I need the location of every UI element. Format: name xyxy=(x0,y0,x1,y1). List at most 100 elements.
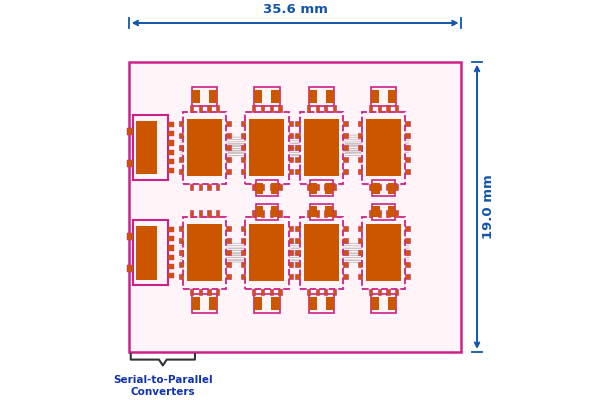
Bar xyxy=(310,206,317,217)
Bar xyxy=(369,288,372,295)
Bar xyxy=(129,62,461,352)
Bar xyxy=(190,105,193,112)
Bar xyxy=(333,210,336,216)
Bar xyxy=(241,157,245,162)
Bar xyxy=(199,184,202,190)
Bar xyxy=(136,226,157,280)
Bar xyxy=(241,169,245,174)
Bar xyxy=(371,297,379,310)
Bar xyxy=(261,184,264,190)
Bar xyxy=(406,133,410,138)
Bar xyxy=(270,184,273,190)
Bar xyxy=(241,274,245,279)
Bar xyxy=(208,288,211,295)
Bar xyxy=(226,250,231,255)
Bar xyxy=(299,112,343,184)
Bar xyxy=(378,288,381,295)
Bar xyxy=(261,288,264,295)
Bar xyxy=(307,288,310,295)
Bar xyxy=(369,105,372,112)
Bar xyxy=(241,145,245,150)
Bar xyxy=(183,216,226,288)
Bar xyxy=(254,90,262,103)
Bar xyxy=(366,119,401,176)
Bar xyxy=(226,262,231,267)
Bar xyxy=(179,145,183,150)
Bar xyxy=(358,157,362,162)
Bar xyxy=(343,226,347,231)
Text: Serial-to-Parallel
Converters: Serial-to-Parallel Converters xyxy=(113,375,212,397)
Bar xyxy=(216,210,219,216)
Bar xyxy=(343,169,347,174)
Bar xyxy=(307,210,310,216)
Bar xyxy=(378,184,381,190)
Bar xyxy=(271,297,280,310)
Bar xyxy=(299,216,343,288)
Bar xyxy=(309,297,317,310)
Bar xyxy=(289,274,293,279)
Bar xyxy=(226,133,231,138)
Bar xyxy=(168,140,174,146)
Bar xyxy=(254,294,280,313)
Bar xyxy=(406,145,410,150)
Bar xyxy=(278,288,281,295)
Bar xyxy=(127,233,133,240)
Bar xyxy=(386,105,389,112)
Bar xyxy=(289,121,293,126)
Bar xyxy=(256,206,263,217)
Bar xyxy=(343,133,347,138)
Bar xyxy=(289,226,293,231)
Bar xyxy=(253,184,256,190)
Bar xyxy=(208,184,211,190)
Bar xyxy=(127,128,133,135)
Bar xyxy=(208,210,211,216)
Bar xyxy=(250,119,284,176)
Bar xyxy=(289,133,293,138)
Bar xyxy=(371,294,397,313)
Bar xyxy=(369,184,372,190)
Bar xyxy=(289,250,293,255)
Bar xyxy=(395,105,398,112)
Bar xyxy=(245,216,289,288)
Bar xyxy=(187,224,222,281)
Bar xyxy=(295,169,299,174)
Bar xyxy=(310,183,317,194)
Bar xyxy=(271,206,278,217)
Bar xyxy=(316,105,319,112)
Bar xyxy=(136,120,157,174)
Bar xyxy=(309,294,334,313)
Bar xyxy=(253,210,256,216)
Bar xyxy=(333,105,336,112)
Bar xyxy=(179,157,183,162)
Bar xyxy=(289,238,293,243)
Bar xyxy=(386,210,389,216)
Bar xyxy=(187,119,222,176)
Bar xyxy=(372,183,380,194)
Bar xyxy=(192,294,217,313)
Bar xyxy=(324,105,327,112)
Bar xyxy=(289,157,293,162)
Bar xyxy=(378,210,381,216)
Bar xyxy=(168,264,174,269)
Bar xyxy=(253,105,256,112)
Bar xyxy=(289,145,293,150)
Bar xyxy=(304,224,339,281)
Bar xyxy=(127,265,133,272)
Bar xyxy=(226,121,231,126)
Bar xyxy=(369,210,372,216)
Bar xyxy=(358,226,362,231)
Bar xyxy=(295,121,299,126)
Bar xyxy=(295,226,299,231)
Bar xyxy=(395,288,398,295)
Bar xyxy=(254,297,262,310)
Bar xyxy=(190,210,193,216)
Bar xyxy=(343,157,347,162)
Bar xyxy=(192,87,217,106)
Bar xyxy=(183,112,226,184)
Bar xyxy=(168,236,174,241)
Bar xyxy=(226,145,231,150)
Bar xyxy=(226,274,231,279)
Bar xyxy=(192,90,200,103)
Bar xyxy=(362,112,406,184)
Bar xyxy=(245,112,289,184)
